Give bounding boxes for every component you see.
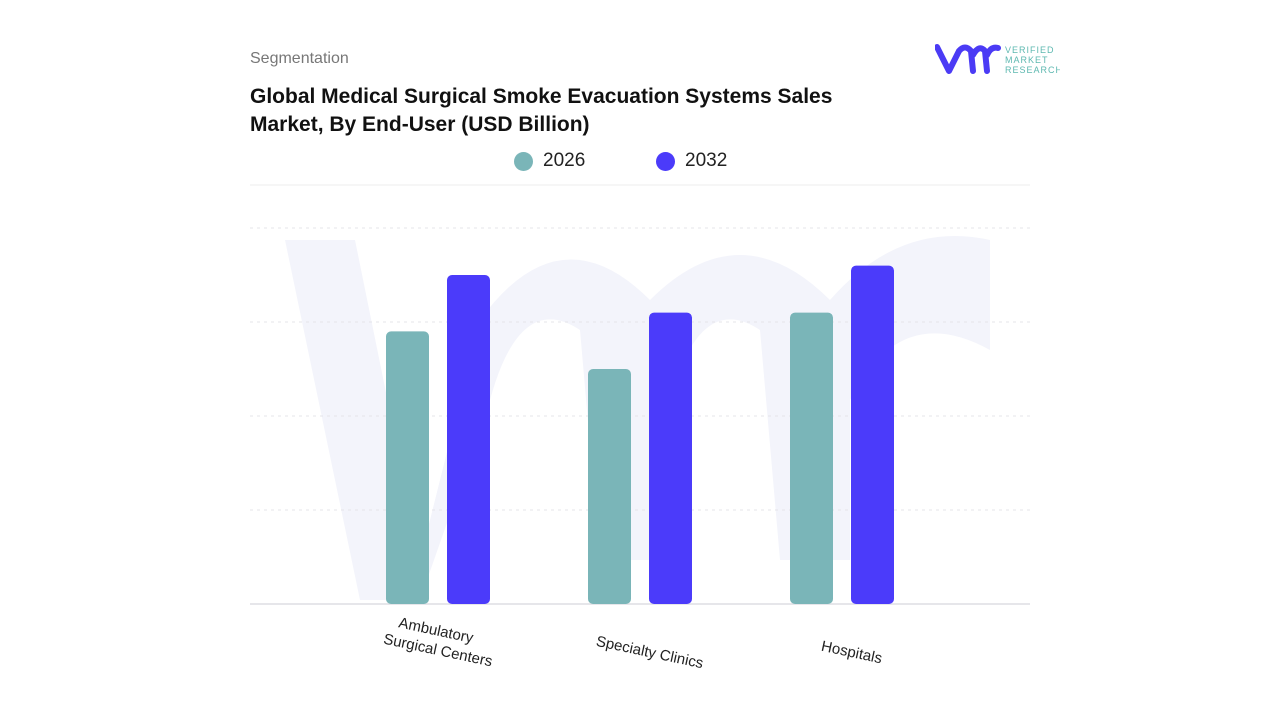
bar-2026[interactable] xyxy=(790,312,833,604)
x-tick-label: Specialty Clinics xyxy=(594,633,704,672)
gridlines xyxy=(250,227,1030,605)
legend-item-2026[interactable]: 2026 xyxy=(514,150,585,172)
svg-text:VERIFIED: VERIFIED xyxy=(1005,45,1055,55)
legend-swatch-2032 xyxy=(656,151,675,171)
bar-2032[interactable] xyxy=(851,265,894,604)
bars xyxy=(386,265,894,604)
bar-2026[interactable] xyxy=(588,369,631,604)
legend-swatch-2026 xyxy=(514,151,533,171)
legend-label: 2026 xyxy=(543,150,586,171)
x-tick-label: Hospitals xyxy=(820,638,884,667)
chart-title: Global Medical Surgical Smoke Evacuation… xyxy=(250,85,833,136)
svg-text:RESEARCH: RESEARCH xyxy=(1005,65,1060,75)
svg-text:MARKET: MARKET xyxy=(1005,55,1049,65)
x-tick-label: AmbulatorySurgical Centers xyxy=(382,612,498,670)
x-axis-labels: AmbulatorySurgical Centers Specialty Clin… xyxy=(382,612,884,672)
bar-2032[interactable] xyxy=(447,275,490,604)
bar-2026[interactable] xyxy=(386,331,429,604)
verified-market-research-logo: VERIFIED MARKET RESEARCH xyxy=(934,42,1062,81)
section-label: Segmentation xyxy=(250,50,349,67)
legend-item-2032[interactable]: 2032 xyxy=(656,150,727,172)
legend: 2026 2032 xyxy=(0,150,1280,174)
legend-label: 2032 xyxy=(685,150,728,171)
bar-2032[interactable] xyxy=(649,312,692,604)
